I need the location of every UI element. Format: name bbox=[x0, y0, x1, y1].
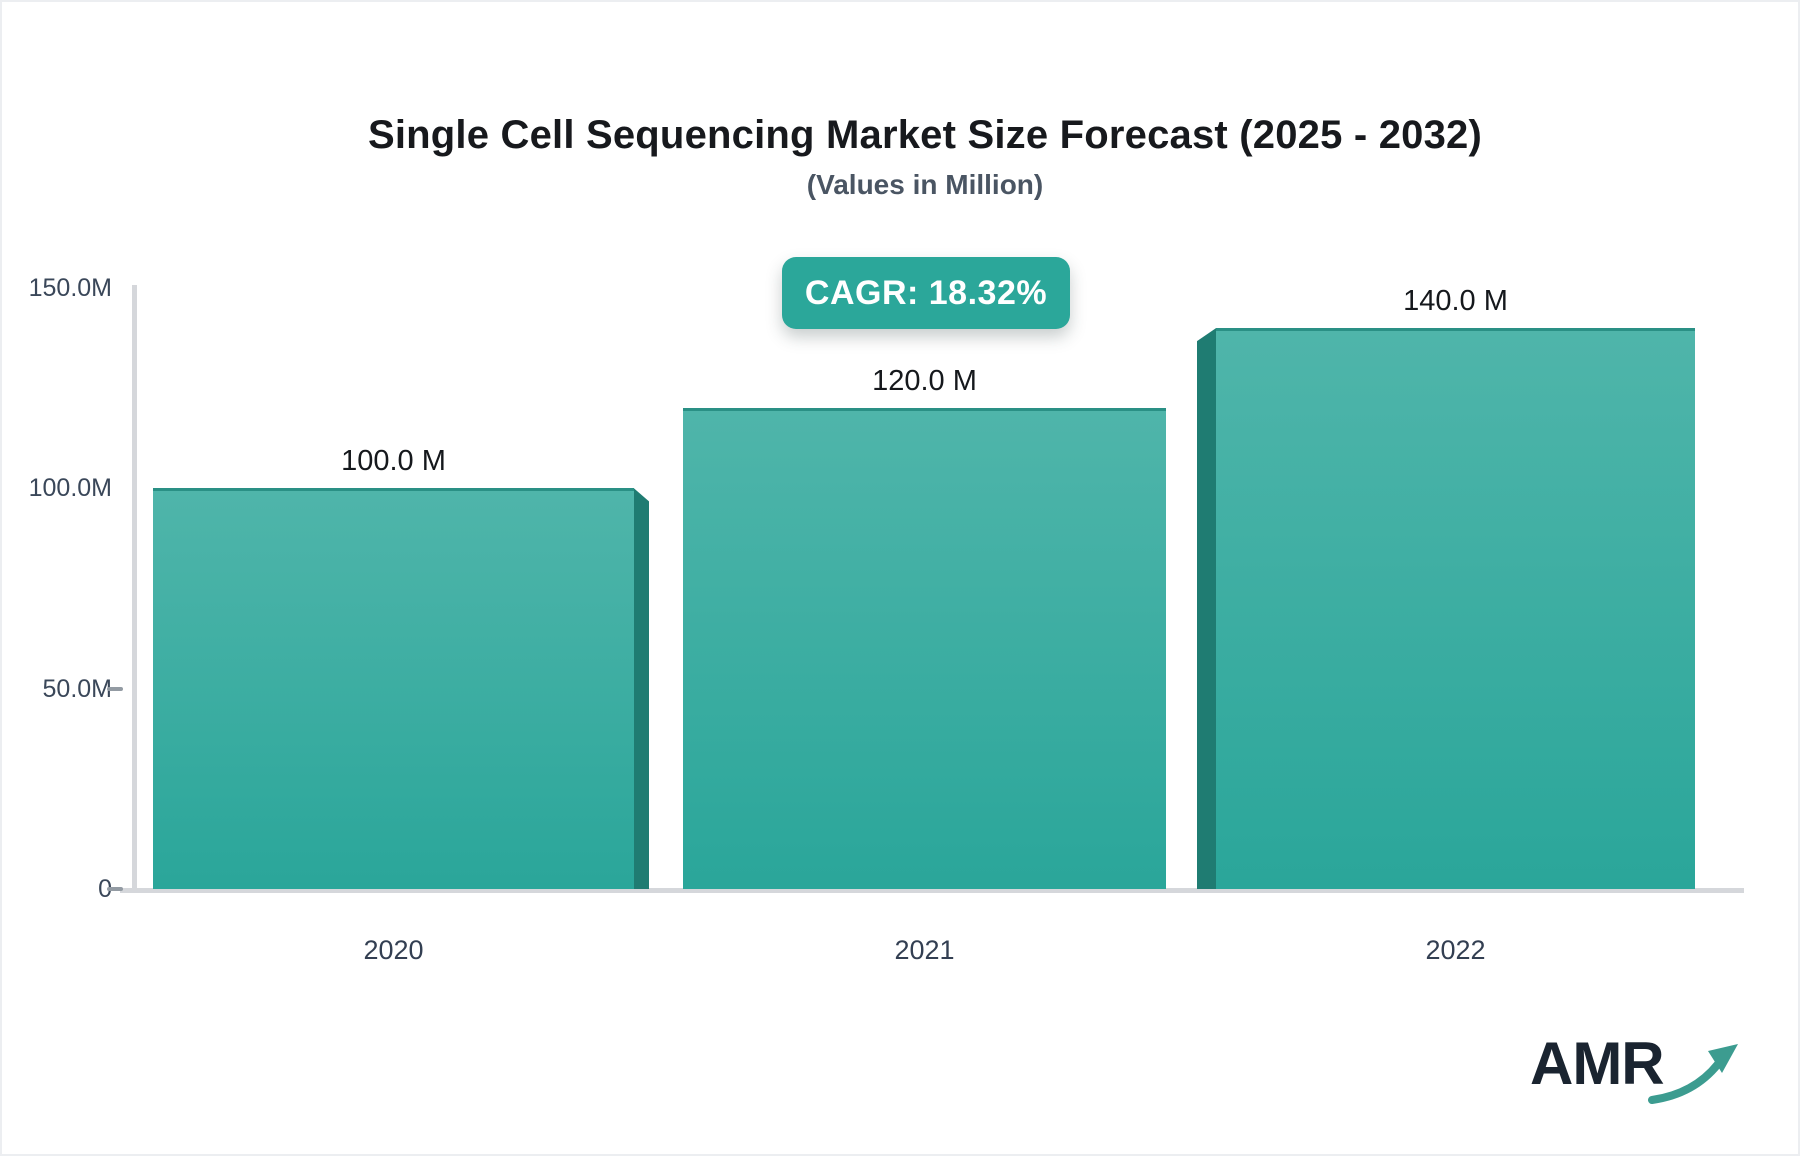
cagr-badge-label: CAGR: 18.32% bbox=[804, 273, 1048, 312]
cagr-badge: CAGR: 18.32% bbox=[782, 257, 1070, 329]
y-tick-label: 50.0M bbox=[42, 674, 112, 703]
y-tick-dash bbox=[107, 887, 123, 891]
growth-arrow-icon bbox=[1647, 1044, 1738, 1104]
bar-3d-side-2022 bbox=[1197, 328, 1216, 889]
bar-2020 bbox=[153, 488, 634, 889]
bar-3d-side-2020 bbox=[634, 488, 649, 889]
y-tick-label: 0 bbox=[98, 875, 112, 903]
amr-logo-text: AMR bbox=[1530, 1030, 1665, 1097]
amr-logo: AMR bbox=[1530, 1032, 1744, 1110]
bar-2021 bbox=[683, 408, 1166, 889]
x-tick-label: 2021 bbox=[894, 935, 955, 965]
y-tick-label: 100.0M bbox=[28, 474, 112, 503]
y-tick-dash bbox=[107, 686, 123, 691]
y-axis-line bbox=[132, 285, 137, 889]
chart-subtitle: (Values in Million) bbox=[806, 169, 1044, 200]
bar-2022 bbox=[1216, 328, 1695, 889]
y-tick-label: 150.0M bbox=[28, 274, 112, 302]
bar-value-label: 120.0 M bbox=[872, 365, 977, 398]
bar-value-label: 140.0 M bbox=[1403, 285, 1508, 318]
x-tick-label: 2020 bbox=[363, 935, 424, 965]
bar-value-label: 100.0 M bbox=[341, 445, 446, 478]
chart-title: Single Cell Sequencing Market Size Forec… bbox=[367, 113, 1483, 157]
x-tick-label: 2022 bbox=[1425, 935, 1486, 965]
x-axis-line bbox=[120, 888, 1744, 893]
plot-area: 100.0 M 120.0 M 140.0 M bbox=[138, 285, 1744, 889]
